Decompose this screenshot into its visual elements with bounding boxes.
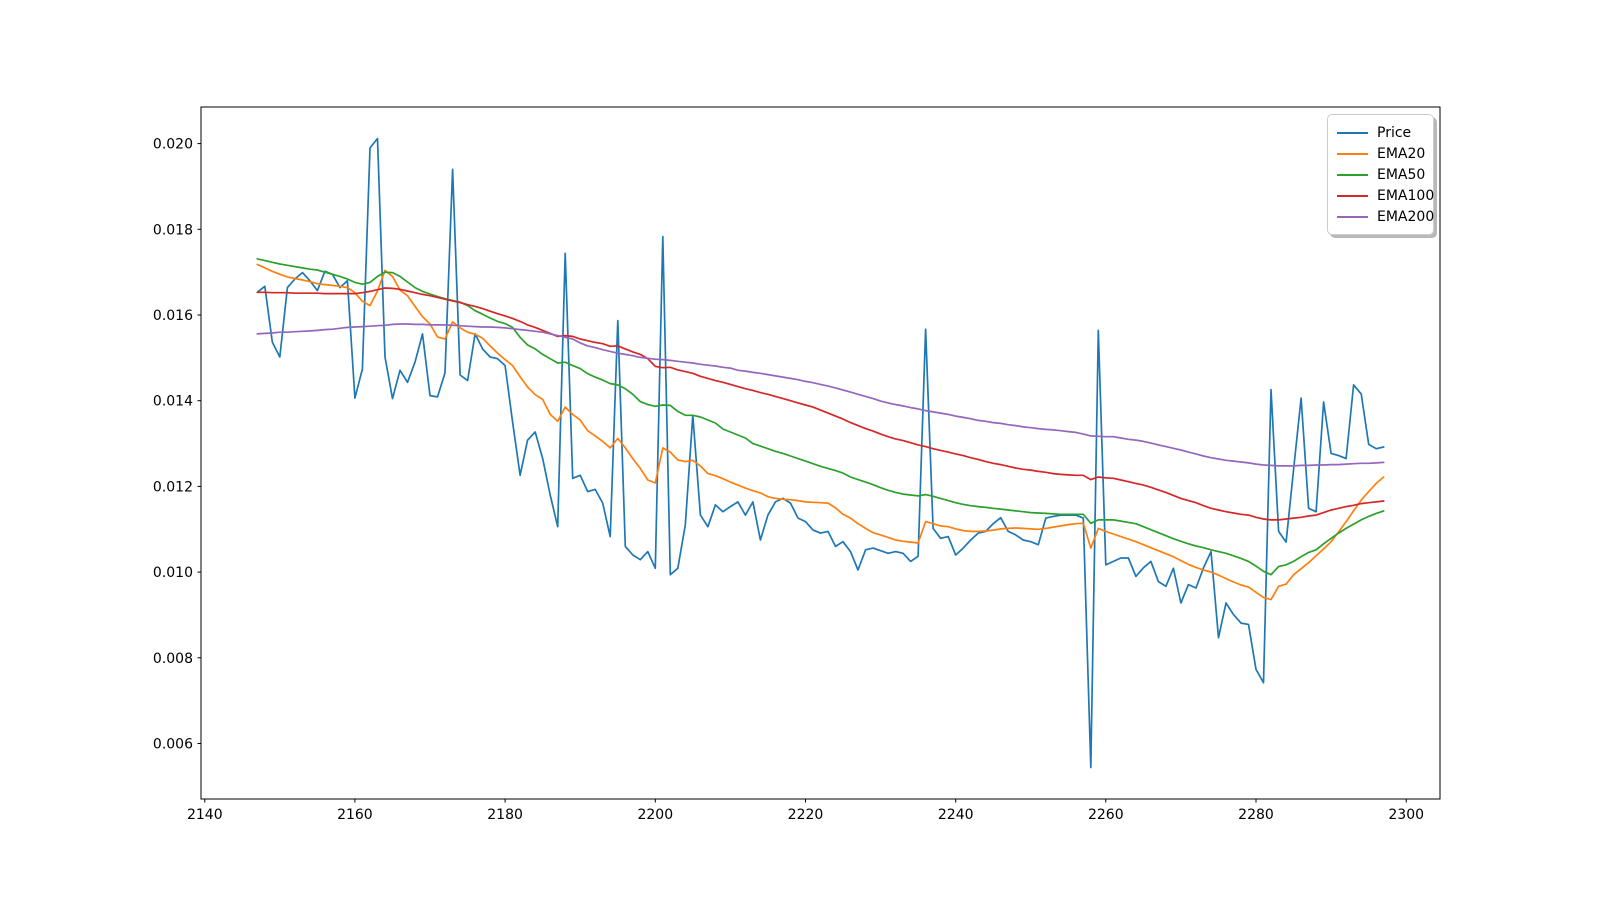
y-tick-label: 0.012 bbox=[153, 479, 193, 495]
y-tick-label: 0.014 bbox=[153, 394, 193, 410]
x-tick-label: 2280 bbox=[1238, 807, 1274, 823]
ema200-line-swatch bbox=[1337, 215, 1368, 218]
y-tick-label: 0.010 bbox=[153, 565, 193, 581]
price-line-swatch bbox=[1337, 131, 1368, 134]
y-tick-label: 0.018 bbox=[153, 222, 193, 238]
y-tick-label: 0.008 bbox=[153, 651, 193, 667]
legend-item-ema100: EMA100 bbox=[1337, 185, 1434, 206]
ema50-line bbox=[256, 258, 1385, 576]
legend-item-ema50: EMA50 bbox=[1337, 164, 1426, 185]
x-tick-label: 2140 bbox=[187, 807, 223, 823]
y-tick-label: 0.016 bbox=[153, 308, 193, 324]
ema20-line bbox=[256, 263, 1385, 601]
legend-label-price: Price bbox=[1377, 124, 1412, 141]
x-tick-label: 2200 bbox=[637, 807, 673, 823]
ema100-line bbox=[256, 287, 1385, 521]
legend-label-ema50: EMA50 bbox=[1377, 166, 1426, 183]
ema50-line-swatch bbox=[1337, 173, 1368, 176]
legend-label-ema200: EMA200 bbox=[1377, 208, 1435, 225]
price-line bbox=[256, 137, 1385, 769]
x-tick-label: 2220 bbox=[788, 807, 824, 823]
x-tick-label: 2260 bbox=[1088, 807, 1124, 823]
legend-item-ema200: EMA200 bbox=[1337, 206, 1434, 227]
legend-box: Price EMA20 EMA50 EMA100 EMA200 bbox=[1327, 114, 1434, 235]
legend-item-price: Price bbox=[1337, 122, 1423, 143]
x-tick-label: 2240 bbox=[938, 807, 974, 823]
ema200-line bbox=[256, 323, 1385, 467]
y-tick-label: 0.020 bbox=[153, 137, 193, 153]
ema100-line-swatch bbox=[1337, 194, 1368, 197]
x-tick-label: 2300 bbox=[1388, 807, 1424, 823]
y-tick-label: 0.006 bbox=[153, 737, 193, 753]
ema20-line-swatch bbox=[1337, 152, 1368, 155]
legend-label-ema100: EMA100 bbox=[1377, 187, 1435, 204]
legend-item-ema20: EMA20 bbox=[1337, 143, 1426, 164]
x-tick-label: 2160 bbox=[337, 807, 373, 823]
axes-spines bbox=[200, 106, 1441, 800]
x-tick-label: 2180 bbox=[487, 807, 523, 823]
legend-label-ema20: EMA20 bbox=[1377, 145, 1426, 162]
